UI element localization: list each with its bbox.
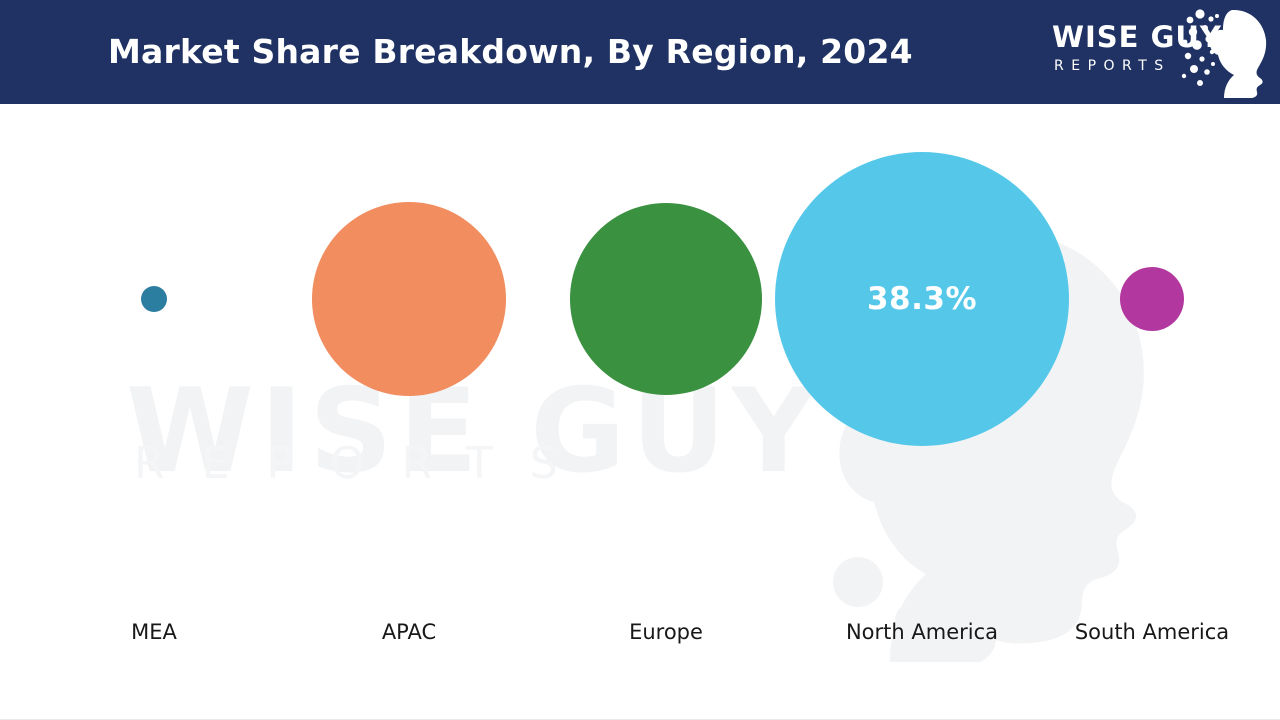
category-label-north-america: North America (845, 620, 999, 644)
header-bar: Market Share Breakdown, By Region, 2024 … (0, 0, 1280, 104)
page-title: Market Share Breakdown, By Region, 2024 (108, 32, 913, 71)
bubble-south-america[interactable] (1120, 267, 1184, 331)
bubble-apac[interactable] (312, 202, 506, 396)
brand-logo[interactable]: WISE GUY REPORTS (1042, 4, 1272, 100)
bubble-series: 38.3% (0, 104, 1280, 719)
bubble-mea[interactable] (141, 286, 167, 312)
category-label-south-america: South America (1074, 620, 1230, 644)
category-label-europe: Europe (629, 620, 703, 644)
brand-logo-wordmark: WISE GUY (1052, 20, 1222, 54)
category-label-mea: MEA (131, 620, 177, 644)
brand-logo-subwordmark: REPORTS (1054, 58, 1171, 74)
category-labels: MEA APAC Europe North America South Amer… (0, 104, 1280, 719)
bubble-north-america[interactable]: 38.3% (775, 152, 1069, 446)
bubble-europe[interactable] (570, 203, 762, 395)
head-profile-icon (1181, 9, 1267, 98)
bubble-value-north-america: 38.3% (866, 281, 978, 317)
category-label-apac: APAC (381, 620, 437, 644)
